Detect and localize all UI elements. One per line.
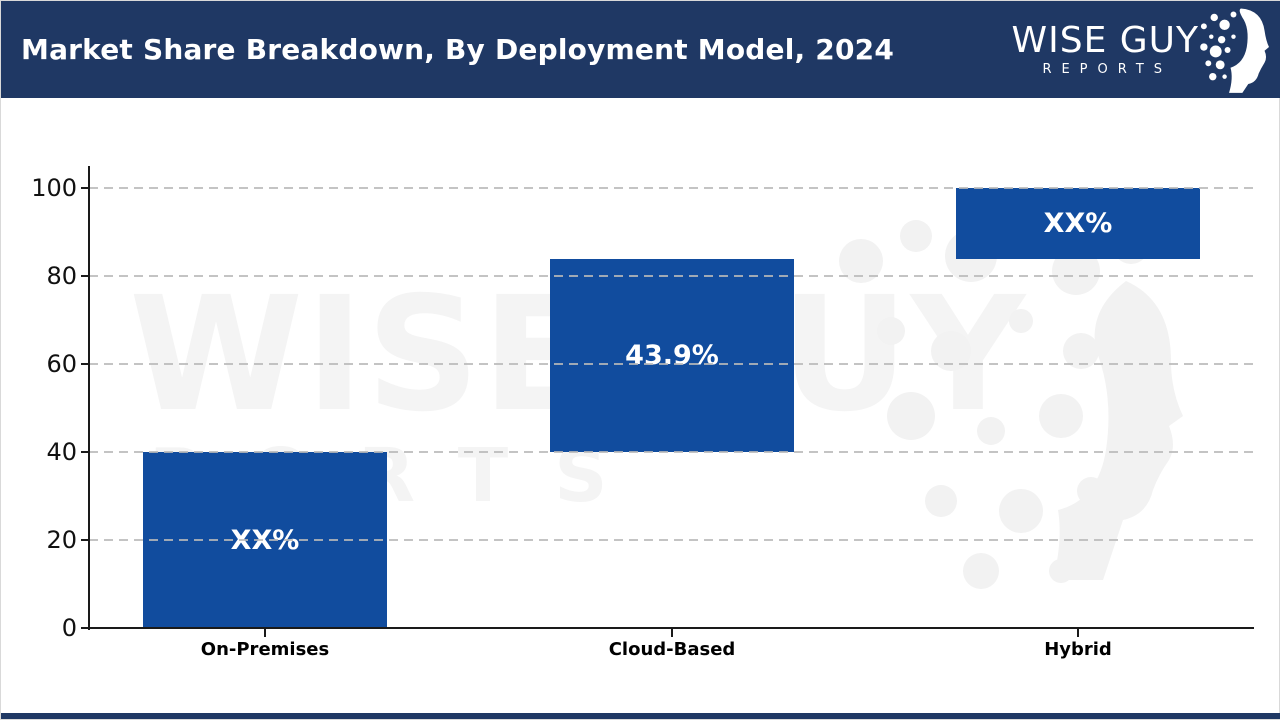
y-tick-label-60: 60 [46, 350, 77, 378]
x-tick-mark-cloud-based [671, 629, 673, 637]
grid-line-60 [89, 363, 1257, 365]
brand-logo: WISE GUY REPORTS [1011, 1, 1269, 98]
y-tick-label-40: 40 [46, 438, 77, 466]
y-tick-label-80: 80 [46, 262, 77, 290]
grid-line-80 [89, 275, 1257, 277]
x-tick-label-hybrid: Hybrid [1044, 639, 1112, 660]
bar-value-label-cloud-based: 43.9% [625, 339, 719, 371]
logo-subtext: REPORTS [1042, 62, 1173, 77]
y-axis-line [88, 166, 90, 630]
logo-head-icon [1200, 8, 1269, 93]
chart-title: Market Share Breakdown, By Deployment Mo… [21, 33, 895, 66]
x-axis-line [88, 627, 1254, 629]
y-tick-mark-0 [81, 627, 89, 629]
x-tick-label-cloud-based: Cloud-Based [608, 639, 736, 660]
bar-hybrid: XX% [956, 188, 1200, 259]
y-tick-mark-40 [81, 451, 89, 453]
y-tick-label-100: 100 [31, 174, 77, 202]
bar-cloud-based: 43.9% [550, 258, 794, 452]
logo-text: WISE GUY REPORTS [1011, 20, 1200, 78]
y-tick-label-0: 0 [61, 614, 77, 642]
grid-line-20 [89, 539, 1257, 541]
x-tick-mark-on-premises [264, 629, 266, 637]
footer-bar [1, 713, 1280, 719]
grid-line-100 [89, 187, 1257, 189]
grid-line-40 [89, 451, 1257, 453]
bar-value-label-hybrid: XX% [1043, 207, 1113, 239]
y-tick-mark-80 [81, 275, 89, 277]
header-bar: Market Share Breakdown, By Deployment Mo… [1, 1, 1280, 98]
x-tick-mark-hybrid [1077, 629, 1079, 637]
y-tick-mark-100 [81, 187, 89, 189]
y-tick-mark-20 [81, 539, 89, 541]
logo-wordmark: WISE GUY [1011, 20, 1199, 61]
y-tick-mark-60 [81, 363, 89, 365]
y-tick-label-20: 20 [46, 526, 77, 554]
x-tick-label-on-premises: On-Premises [200, 639, 330, 660]
